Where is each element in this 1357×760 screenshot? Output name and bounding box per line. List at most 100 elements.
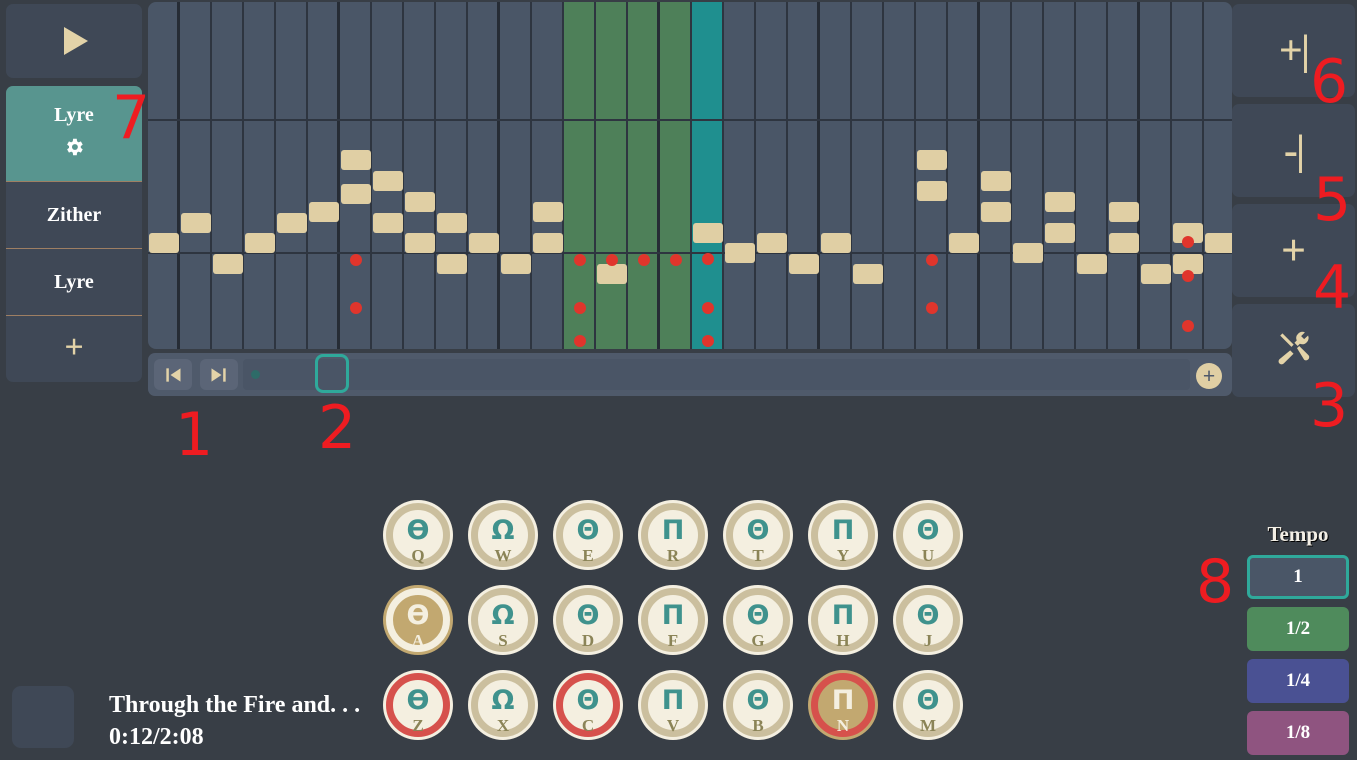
add-track-button[interactable]: +	[6, 316, 142, 380]
menu-button[interactable]	[12, 686, 74, 748]
note-block[interactable]	[341, 150, 371, 170]
note-block[interactable]	[309, 202, 339, 222]
note-block[interactable]	[437, 254, 467, 274]
note-block[interactable]	[1045, 223, 1075, 243]
note-block[interactable]	[533, 202, 563, 222]
note-marker-dot[interactable]	[574, 302, 586, 314]
note-block[interactable]	[789, 254, 819, 274]
note-marker-dot[interactable]	[702, 253, 714, 265]
note-block[interactable]	[405, 233, 435, 253]
note-block[interactable]	[373, 213, 403, 233]
skip-to-end-button[interactable]	[200, 359, 238, 390]
grid-column[interactable]	[1108, 2, 1140, 349]
note-block[interactable]	[917, 181, 947, 201]
grid-column[interactable]	[436, 2, 468, 349]
note-block[interactable]	[853, 264, 883, 284]
note-block[interactable]	[181, 213, 211, 233]
grid-column[interactable]	[1140, 2, 1172, 349]
note-block[interactable]	[501, 254, 531, 274]
tempo-option-1-8[interactable]: 1/8	[1247, 711, 1349, 755]
note-block[interactable]	[757, 233, 787, 253]
note-block[interactable]	[277, 213, 307, 233]
grid-column[interactable]	[980, 2, 1012, 349]
note-block[interactable]	[981, 202, 1011, 222]
add-section-button[interactable]: +	[1196, 363, 1222, 389]
grid-column[interactable]	[756, 2, 788, 349]
note-block[interactable]	[533, 233, 563, 253]
grid-column[interactable]	[1204, 2, 1232, 349]
grid-column[interactable]	[404, 2, 436, 349]
note-marker-dot[interactable]	[574, 335, 586, 347]
note-block[interactable]	[1205, 233, 1232, 253]
grid-column[interactable]	[660, 2, 692, 349]
grid-column[interactable]	[564, 2, 596, 349]
note-marker-dot[interactable]	[1182, 320, 1194, 332]
note-block[interactable]	[1173, 254, 1203, 274]
note-block[interactable]	[213, 254, 243, 274]
scrub-track[interactable]	[243, 359, 1190, 390]
grid-column[interactable]	[692, 2, 724, 349]
note-block[interactable]	[1013, 243, 1043, 263]
grid-column[interactable]	[1044, 2, 1076, 349]
track-item-lyre-1[interactable]: Lyre	[6, 86, 142, 182]
tempo-option-1-2[interactable]: 1/2	[1247, 607, 1349, 651]
note-grid[interactable]	[148, 2, 1232, 349]
note-marker-dot[interactable]	[702, 302, 714, 314]
grid-column[interactable]	[276, 2, 308, 349]
note-block[interactable]	[1109, 202, 1139, 222]
grid-column[interactable]	[852, 2, 884, 349]
note-marker-dot[interactable]	[350, 302, 362, 314]
grid-column[interactable]	[916, 2, 948, 349]
grid-column[interactable]	[244, 2, 276, 349]
grid-column[interactable]	[340, 2, 372, 349]
grid-column[interactable]	[628, 2, 660, 349]
note-block[interactable]	[149, 233, 179, 253]
tools-button[interactable]	[1232, 304, 1355, 397]
grid-column[interactable]	[884, 2, 916, 349]
note-block[interactable]	[1173, 223, 1203, 243]
track-item-zither[interactable]: Zither	[6, 182, 142, 249]
grid-column[interactable]	[468, 2, 500, 349]
note-marker-dot[interactable]	[670, 254, 682, 266]
grid-column[interactable]	[724, 2, 756, 349]
grid-column[interactable]	[180, 2, 212, 349]
note-block[interactable]	[1077, 254, 1107, 274]
grid-column[interactable]	[820, 2, 852, 349]
scrub-handle[interactable]	[315, 354, 349, 393]
note-block[interactable]	[725, 243, 755, 263]
note-block[interactable]	[917, 150, 947, 170]
note-block[interactable]	[949, 233, 979, 253]
note-marker-dot[interactable]	[638, 254, 650, 266]
play-button[interactable]	[6, 4, 142, 78]
note-block[interactable]	[405, 192, 435, 212]
grid-column[interactable]	[532, 2, 564, 349]
note-marker-dot[interactable]	[350, 254, 362, 266]
grid-column[interactable]	[596, 2, 628, 349]
note-block[interactable]	[469, 233, 499, 253]
grid-column[interactable]	[1076, 2, 1108, 349]
add-bar-button[interactable]: +|	[1232, 4, 1355, 97]
note-block[interactable]	[1045, 192, 1075, 212]
grid-column[interactable]	[948, 2, 980, 349]
note-block[interactable]	[693, 223, 723, 243]
remove-bar-button[interactable]: -|	[1232, 104, 1355, 197]
grid-column[interactable]	[372, 2, 404, 349]
grid-column[interactable]	[500, 2, 532, 349]
note-block[interactable]	[821, 233, 851, 253]
